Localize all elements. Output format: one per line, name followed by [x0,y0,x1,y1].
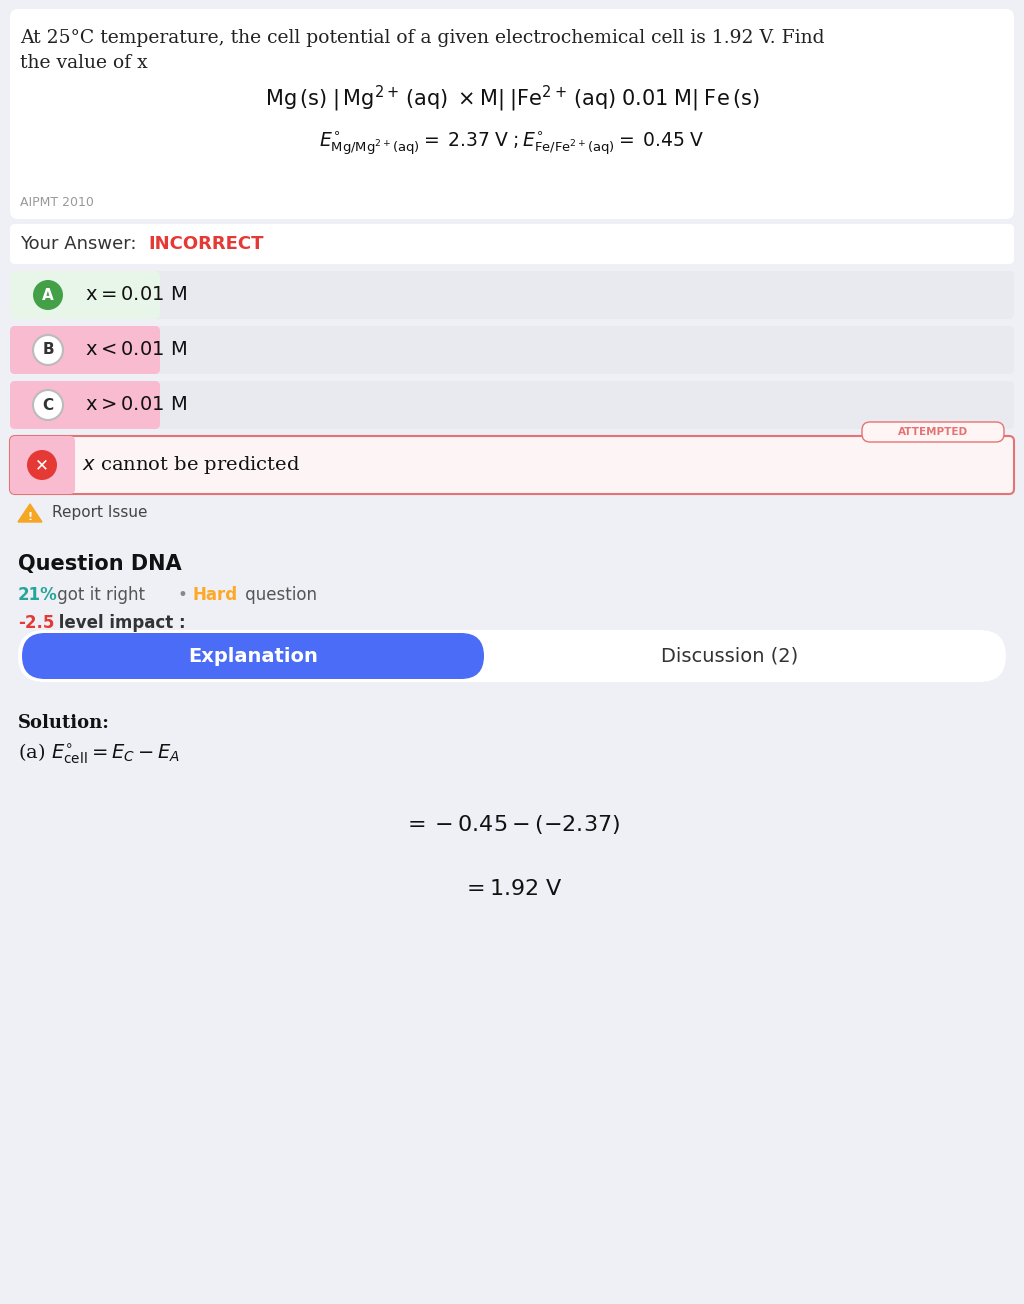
Text: Report Issue: Report Issue [52,506,147,520]
Text: question: question [240,585,317,604]
Text: $= 1.92\ \mathrm{V}$: $= 1.92\ \mathrm{V}$ [462,878,562,900]
Text: 21%: 21% [18,585,57,604]
Text: (a) $E^{\circ}_{\mathrm{cell}} = E_C - E_A$: (a) $E^{\circ}_{\mathrm{cell}} = E_C - E… [18,742,180,767]
Text: ✕: ✕ [35,456,49,473]
FancyBboxPatch shape [18,630,1006,682]
Text: Explanation: Explanation [188,647,317,665]
Circle shape [33,280,63,310]
Text: B: B [42,343,54,357]
Text: $\mathrm{Mg\,(s)\;|\,Mg^{2+}\,(aq)\;\times M|\;|Fe^{2+}\,(aq)\;0.01\;M|\;Fe\,(s): $\mathrm{Mg\,(s)\;|\,Mg^{2+}\,(aq)\;\tim… [264,83,760,113]
FancyBboxPatch shape [10,224,1014,263]
Circle shape [33,390,63,420]
FancyBboxPatch shape [10,436,1014,494]
Text: Discussion (2): Discussion (2) [662,647,799,665]
FancyBboxPatch shape [22,632,484,679]
Text: A: A [42,287,54,303]
FancyBboxPatch shape [10,9,1014,219]
Text: $\mathrm{x > 0.01\ M}$: $\mathrm{x > 0.01\ M}$ [85,396,187,413]
Text: AIPMT 2010: AIPMT 2010 [20,196,94,209]
Text: $x$ cannot be predicted: $x$ cannot be predicted [82,454,300,476]
Text: $= -0.45 - (-2.37)$: $= -0.45 - (-2.37)$ [403,812,621,836]
Text: Your Answer:: Your Answer: [20,235,148,253]
Text: got it right: got it right [52,585,156,604]
Text: INCORRECT: INCORRECT [148,235,263,253]
FancyBboxPatch shape [10,381,1014,429]
Text: $\mathrm{x = 0.01\ M}$: $\mathrm{x = 0.01\ M}$ [85,286,187,304]
FancyBboxPatch shape [10,436,75,494]
Text: !: ! [28,512,33,522]
Polygon shape [18,505,42,522]
Text: Solution:: Solution: [18,715,110,732]
Text: •: • [178,585,187,604]
FancyBboxPatch shape [862,422,1004,442]
FancyBboxPatch shape [10,271,1014,319]
Circle shape [27,450,57,480]
Text: C: C [42,398,53,412]
Circle shape [33,335,63,365]
Text: At 25°C temperature, the cell potential of a given electrochemical cell is 1.92 : At 25°C temperature, the cell potential … [20,29,824,47]
FancyBboxPatch shape [10,326,1014,374]
Text: $\mathrm{x < 0.01\ M}$: $\mathrm{x < 0.01\ M}$ [85,342,187,359]
Text: -2.5: -2.5 [18,614,54,632]
Text: ATTEMPTED: ATTEMPTED [898,426,968,437]
FancyBboxPatch shape [10,326,160,374]
Text: level impact :: level impact : [53,614,185,632]
FancyBboxPatch shape [10,271,160,319]
Text: the value of x: the value of x [20,53,147,72]
FancyBboxPatch shape [10,381,160,429]
Text: Hard: Hard [193,585,238,604]
Text: Question DNA: Question DNA [18,554,181,574]
Text: $E^{\circ}_{\mathrm{Mg/Mg^{2+}(aq)}}=\;2.37\;\mathrm{V}\;;E^{\circ}_{\mathrm{Fe/: $E^{\circ}_{\mathrm{Mg/Mg^{2+}(aq)}}=\;2… [319,130,705,158]
